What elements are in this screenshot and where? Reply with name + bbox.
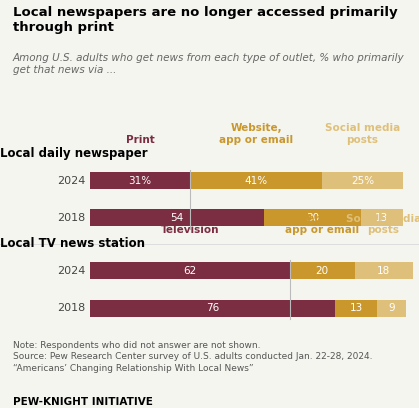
Text: 2024: 2024 <box>57 176 85 186</box>
Text: Television: Television <box>161 225 220 235</box>
Text: 31%: 31% <box>129 176 152 186</box>
Text: 30: 30 <box>306 213 319 223</box>
Text: 41%: 41% <box>245 176 268 186</box>
Bar <box>361 209 403 226</box>
Text: 62: 62 <box>184 266 197 276</box>
Text: 13: 13 <box>349 303 363 313</box>
Text: Local TV news station: Local TV news station <box>0 237 145 250</box>
Text: Local daily newspaper: Local daily newspaper <box>0 146 147 160</box>
Bar <box>90 299 335 317</box>
Text: Website,
app or email: Website, app or email <box>285 214 360 235</box>
Text: Note: Respondents who did not answer are not shown.
Source: Pew Research Center : Note: Respondents who did not answer are… <box>13 341 372 373</box>
Bar <box>90 262 290 279</box>
Text: 76: 76 <box>206 303 220 313</box>
Bar <box>290 262 354 279</box>
Text: Print: Print <box>126 135 155 145</box>
Text: 2024: 2024 <box>57 266 85 276</box>
Text: 2018: 2018 <box>57 303 85 313</box>
Text: 25%: 25% <box>351 176 374 186</box>
Text: 2018: 2018 <box>57 213 85 223</box>
Text: 9: 9 <box>388 303 395 313</box>
Bar <box>264 209 361 226</box>
Bar <box>322 172 403 189</box>
Text: Social media
posts: Social media posts <box>346 214 419 235</box>
Bar <box>90 172 190 189</box>
Bar <box>354 262 413 279</box>
Text: 20: 20 <box>316 266 329 276</box>
Text: Among U.S. adults who get news from each type of outlet, % who primarily
get tha: Among U.S. adults who get news from each… <box>13 53 404 75</box>
Bar <box>90 209 264 226</box>
Text: Local newspapers are no longer accessed primarily
through print: Local newspapers are no longer accessed … <box>13 6 397 34</box>
Text: 18: 18 <box>377 266 390 276</box>
Text: Website,
app or email: Website, app or email <box>219 124 293 145</box>
Text: PEW-KNIGHT INITIATIVE: PEW-KNIGHT INITIATIVE <box>13 397 153 407</box>
Bar <box>335 299 377 317</box>
Text: 13: 13 <box>375 213 388 223</box>
Bar <box>377 299 406 317</box>
Text: Social media
posts: Social media posts <box>325 124 400 145</box>
Text: 54: 54 <box>171 213 184 223</box>
Bar <box>190 172 322 189</box>
